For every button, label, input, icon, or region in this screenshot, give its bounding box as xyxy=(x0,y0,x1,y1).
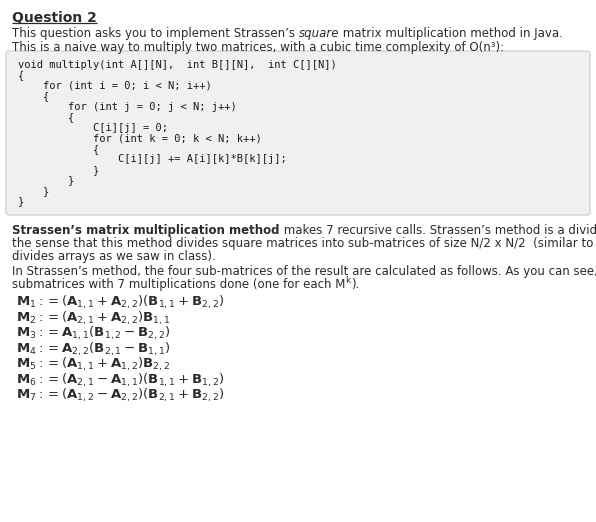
Text: makes 7 recursive calls. Strassen’s method is a divide and conquer method in: makes 7 recursive calls. Strassen’s meth… xyxy=(280,224,596,237)
Text: }: } xyxy=(18,196,24,207)
Text: $\mathbf{M}_7 := (\mathbf{A}_{1,2} - \mathbf{A}_{2,2})(\mathbf{B}_{2,1} + \mathb: $\mathbf{M}_7 := (\mathbf{A}_{1,2} - \ma… xyxy=(16,387,224,405)
Text: $\mathbf{M}_6 := (\mathbf{A}_{2,1} - \mathbf{A}_{1,1})(\mathbf{B}_{1,1} + \mathb: $\mathbf{M}_6 := (\mathbf{A}_{2,1} - \ma… xyxy=(16,372,224,389)
Text: square: square xyxy=(299,27,339,40)
Text: void multiply(int A[][N],  int B[][N],  int C[][N]): void multiply(int A[][N], int B[][N], in… xyxy=(18,60,337,70)
Text: matrix multiplication method in Java.: matrix multiplication method in Java. xyxy=(339,27,563,40)
Text: This is a naive way to multiply two matrices, with a cubic time complexity of O(: This is a naive way to multiply two matr… xyxy=(12,41,504,54)
Text: This question asks you to implement Strassen’s: This question asks you to implement Stra… xyxy=(12,27,299,40)
Text: In Strassen’s method, the four sub-matrices of the result are calculated as foll: In Strassen’s method, the four sub-matri… xyxy=(12,265,596,278)
Text: }: } xyxy=(18,186,49,196)
Text: {: { xyxy=(18,91,49,101)
Text: }: } xyxy=(18,175,74,185)
Text: $\mathbf{M}_3 := \mathbf{A}_{1,1}(\mathbf{B}_{1,2} - \mathbf{B}_{2,2})$: $\mathbf{M}_3 := \mathbf{A}_{1,1}(\mathb… xyxy=(16,325,170,342)
Text: C[i][j] += A[i][k]*B[k][j];: C[i][j] += A[i][k]*B[k][j]; xyxy=(18,155,287,164)
Text: ).: ). xyxy=(350,278,359,291)
Text: $\mathbf{M}_1 := (\mathbf{A}_{1,1} + \mathbf{A}_{2,2})(\mathbf{B}_{1,1} + \mathb: $\mathbf{M}_1 := (\mathbf{A}_{1,1} + \ma… xyxy=(16,294,224,312)
Text: Question 2: Question 2 xyxy=(12,11,97,25)
Text: for (int i = 0; i < N; i++): for (int i = 0; i < N; i++) xyxy=(18,81,212,91)
Text: for (int k = 0; k < N; k++): for (int k = 0; k < N; k++) xyxy=(18,134,262,144)
Text: {: { xyxy=(18,70,24,80)
Text: $\mathbf{M}_4 := \mathbf{A}_{2,2}(\mathbf{B}_{2,1} - \mathbf{B}_{1,1})$: $\mathbf{M}_4 := \mathbf{A}_{2,2}(\mathb… xyxy=(16,340,170,358)
Text: $\mathbf{M}_2 := (\mathbf{A}_{2,1} + \mathbf{A}_{2,2})\mathbf{B}_{1,1}$: $\mathbf{M}_2 := (\mathbf{A}_{2,1} + \ma… xyxy=(16,310,170,327)
Text: submatrices with 7 multiplications done (one for each M: submatrices with 7 multiplications done … xyxy=(12,278,345,291)
Text: }: } xyxy=(18,165,100,175)
Text: divides arrays as we saw in class).: divides arrays as we saw in class). xyxy=(12,250,216,263)
Text: {: { xyxy=(18,113,74,123)
Text: for (int j = 0; j < N; j++): for (int j = 0; j < N; j++) xyxy=(18,102,237,112)
Text: the sense that this method divides square matrices into sub-matrices of size N/2: the sense that this method divides squar… xyxy=(12,237,596,250)
Text: {: { xyxy=(18,144,100,154)
Text: Strassen’s matrix multiplication method: Strassen’s matrix multiplication method xyxy=(12,224,280,237)
FancyBboxPatch shape xyxy=(6,51,590,215)
Text: $\mathbf{M}_5 := (\mathbf{A}_{1,1} + \mathbf{A}_{1,2})\mathbf{B}_{2,2}$: $\mathbf{M}_5 := (\mathbf{A}_{1,1} + \ma… xyxy=(16,356,170,373)
Text: k: k xyxy=(345,276,350,285)
Text: C[i][j] = 0;: C[i][j] = 0; xyxy=(18,123,168,133)
